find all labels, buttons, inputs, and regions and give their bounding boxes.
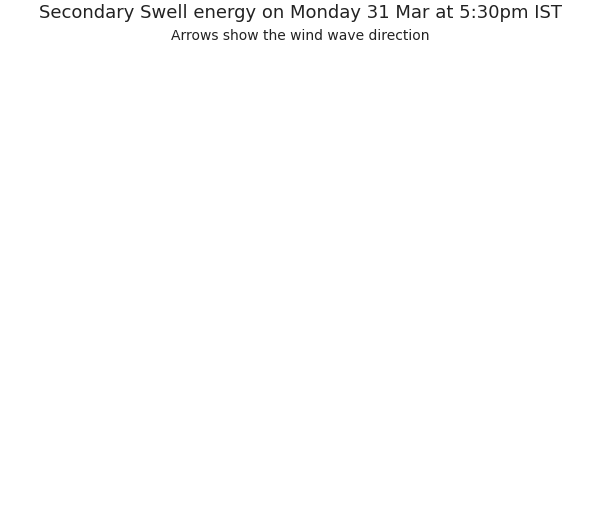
Text: Secondary Swell energy on Monday 31 Mar at 5:30pm IST: Secondary Swell energy on Monday 31 Mar … <box>39 4 562 22</box>
Text: Arrows show the wind wave direction: Arrows show the wind wave direction <box>171 29 430 43</box>
